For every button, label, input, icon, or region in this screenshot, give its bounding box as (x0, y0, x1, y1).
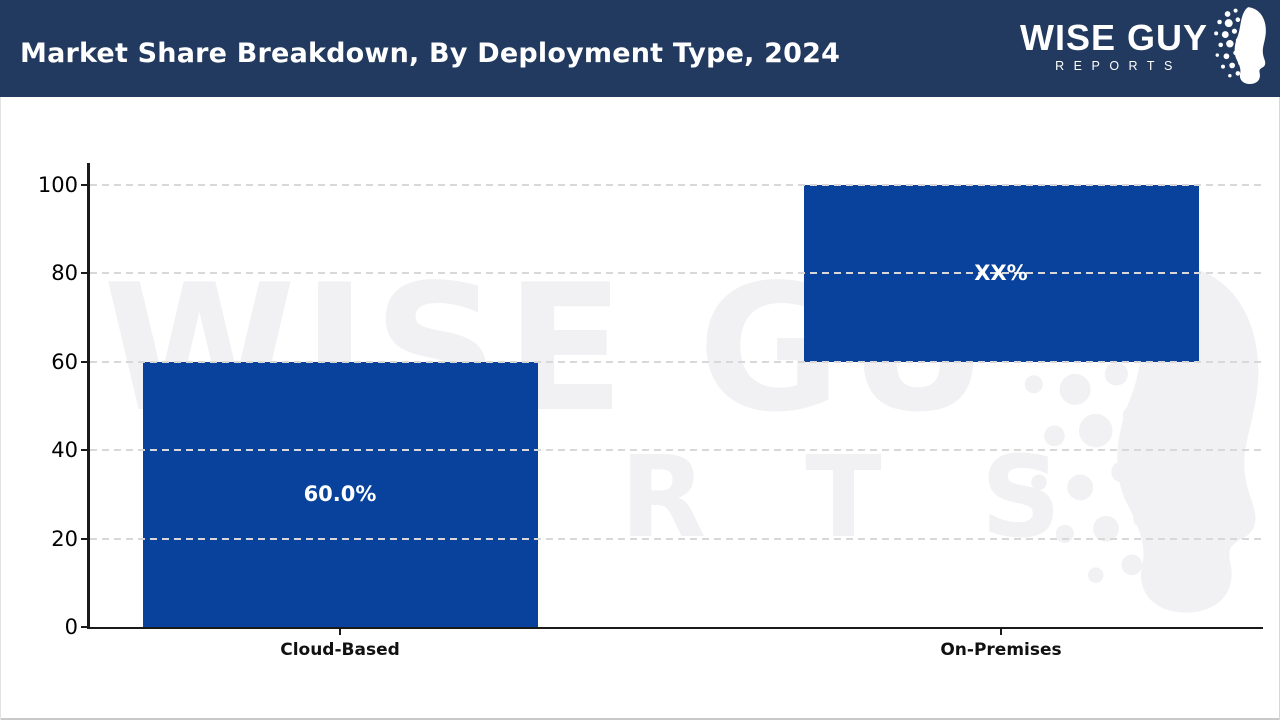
y-tick-label: 20 (51, 526, 78, 551)
y-tick-label: 80 (51, 261, 78, 286)
x-category-label: Cloud-Based (280, 640, 400, 660)
y-axis-line (87, 163, 90, 629)
y-tick (81, 272, 87, 275)
y-tick (81, 449, 87, 452)
y-tick (81, 184, 87, 186)
y-tick-label: 60 (51, 349, 78, 374)
gridline (90, 184, 1262, 186)
x-tick (1000, 629, 1002, 635)
x-category-label: On-Premises (940, 640, 1062, 660)
brand-logo-text: WISE GUY REPORTS (1019, 16, 1208, 74)
x-tick (339, 629, 341, 635)
y-tick-label: 40 (51, 438, 78, 463)
gridline (90, 449, 1262, 452)
y-tick (81, 360, 87, 363)
face-profile-icon (1214, 7, 1266, 85)
y-tick (81, 626, 87, 628)
brand-subtitle: REPORTS (1055, 59, 1182, 74)
brand-name: WISE GUY (1019, 16, 1208, 58)
gridline (90, 537, 1262, 540)
x-axis-line (87, 626, 1263, 629)
bar-value-label: 60.0% (303, 482, 377, 507)
y-tick-label: 0 (64, 615, 78, 639)
bar-value-label: XX% (974, 261, 1028, 286)
page-title: Market Share Breakdown, By Deployment Ty… (20, 38, 841, 69)
gridline (90, 360, 1262, 363)
bar-cloud-based (142, 361, 538, 627)
header: Market Share Breakdown, By Deployment Ty… (0, 0, 1280, 97)
y-tick-label: 100 (37, 173, 78, 197)
gridline (90, 272, 1262, 275)
y-tick (81, 537, 87, 540)
brand-logo: WISE GUY REPORTS (1020, 6, 1268, 86)
